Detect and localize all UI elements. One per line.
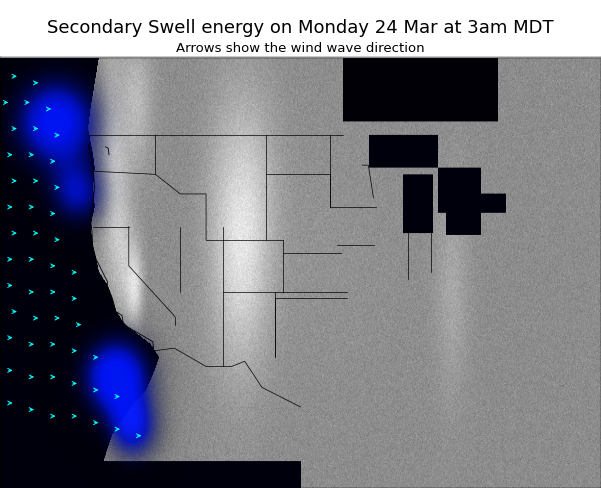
Text: Secondary Swell energy on Monday 24 Mar at 3am MDT: Secondary Swell energy on Monday 24 Mar …	[47, 19, 554, 37]
Text: Arrows show the wind wave direction: Arrows show the wind wave direction	[176, 41, 425, 55]
